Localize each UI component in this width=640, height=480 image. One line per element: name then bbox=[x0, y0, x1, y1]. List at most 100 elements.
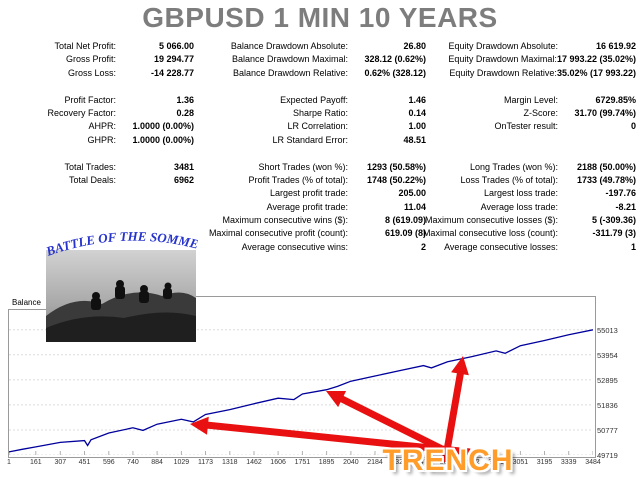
stat-value: 11.04 bbox=[403, 201, 426, 212]
stat-row: Balance Drawdown Absolute: 26.80 bbox=[198, 40, 426, 53]
stat-value: 1733 (49.78%) bbox=[576, 174, 636, 185]
balance-line bbox=[8, 329, 594, 453]
stat-value bbox=[558, 147, 636, 160]
photo-crater bbox=[46, 312, 196, 342]
somme-photo-image: BATTLE OF THE SOMME bbox=[43, 229, 201, 342]
stat-value: 35.02% (17 993.22) bbox=[556, 67, 636, 78]
stat-label: Maximal consecutive loss (count): bbox=[422, 228, 558, 239]
stat-value: 26.80 bbox=[403, 41, 426, 51]
stat-row: Average loss trade: -8.21 bbox=[420, 201, 636, 214]
x-axis-label: 1751 bbox=[294, 459, 311, 466]
x-axis-label: 1462 bbox=[246, 459, 262, 466]
x-axis-label: 3339 bbox=[560, 459, 577, 466]
stat-value: 0.62% (328.12) bbox=[364, 67, 426, 78]
stat-value: 205.00 bbox=[398, 188, 426, 199]
y-axis-label: 52895 bbox=[597, 375, 618, 385]
y-axis-label: 50777 bbox=[597, 425, 618, 435]
stat-label: Total Deals: bbox=[68, 174, 116, 185]
x-axis-label: 2328 bbox=[391, 459, 407, 466]
stats-column-right: Equity Drawdown Absolute: 16 619.92 Equity… bbox=[420, 40, 636, 254]
stat-value: 0 bbox=[630, 121, 636, 132]
stat-label: OnTester result: bbox=[494, 121, 558, 132]
stat-value: 16 619.92 bbox=[595, 41, 636, 51]
stat-value: 5 (-309.36) bbox=[591, 215, 636, 226]
stat-row: Largest profit trade: 205.00 bbox=[198, 187, 426, 200]
x-axis-labels: 1 161 307 451 596 740 884 1029 1173 1318 1462 1606 1… bbox=[7, 459, 601, 469]
stat-value: 1.00 bbox=[408, 121, 426, 132]
stat-row: Total Net Profit: 5 066.00 bbox=[6, 40, 194, 53]
stat-label bbox=[420, 80, 558, 93]
stat-value: 8 (619.09) bbox=[384, 215, 426, 226]
stat-value: 1293 (50.58%) bbox=[366, 161, 426, 172]
stat-row: Profit Trades (% of total): 1748 (50.22%) bbox=[198, 174, 426, 187]
stat-label: Largest loss trade: bbox=[483, 188, 558, 199]
stat-row bbox=[6, 201, 194, 214]
stat-row bbox=[420, 147, 636, 160]
stat-value bbox=[116, 187, 194, 200]
stat-row: Maximal consecutive profit (count): 619.0… bbox=[198, 227, 426, 240]
stat-row: Gross Profit: 19 294.77 bbox=[6, 53, 194, 66]
stat-label: Gross Profit: bbox=[65, 54, 116, 65]
x-axis-label: 1895 bbox=[318, 459, 335, 466]
x-axis-label: 884 bbox=[151, 459, 163, 466]
stat-value: 0.28 bbox=[176, 107, 194, 118]
y-axis-label: 55013 bbox=[597, 325, 618, 335]
stat-value: 6729.85% bbox=[595, 94, 636, 105]
stat-label: Maximal consecutive profit (count): bbox=[208, 228, 348, 239]
stat-row: Largest loss trade: -197.76 bbox=[420, 187, 636, 200]
x-axis-label: 2473 bbox=[415, 459, 432, 466]
stat-label bbox=[198, 147, 348, 160]
stat-value: 2 bbox=[420, 241, 426, 252]
x-axis-label: 1173 bbox=[197, 459, 214, 466]
x-axis-label: 451 bbox=[78, 459, 91, 466]
stat-row: Margin Level: 6729.85% bbox=[420, 94, 636, 107]
stat-label: Margin Level: bbox=[503, 94, 558, 105]
x-axis-label: 3195 bbox=[536, 459, 553, 466]
stat-row: Short Trades (won %): 1293 (50.58%) bbox=[198, 161, 426, 174]
x-axis-label: 307 bbox=[54, 459, 67, 466]
y-axis-label: 53954 bbox=[597, 350, 618, 360]
stat-row bbox=[420, 134, 636, 147]
stat-value: -8.21 bbox=[615, 201, 636, 212]
y-axis-label: 51836 bbox=[597, 400, 618, 410]
stat-row: Z-Score: 31.70 (99.74%) bbox=[420, 107, 636, 120]
stat-value bbox=[116, 147, 194, 160]
y-axis-label: 49719 bbox=[597, 451, 618, 460]
stat-row: Maximum consecutive wins ($): 8 (619.09) bbox=[198, 214, 426, 227]
stat-label: Recovery Factor: bbox=[47, 107, 116, 118]
stat-value: 1.0000 (0.00%) bbox=[132, 134, 194, 145]
stat-label: Equity Drawdown Maximal: bbox=[448, 54, 557, 65]
stat-label: Sharpe Ratio: bbox=[292, 107, 348, 118]
stat-value bbox=[116, 201, 194, 214]
stat-label: Z-Score: bbox=[523, 107, 558, 118]
stat-value: 6962 bbox=[173, 174, 194, 185]
stat-value: 2188 (50.00%) bbox=[576, 161, 636, 172]
stat-label: Total Net Profit: bbox=[54, 41, 116, 51]
stat-label: Profit Factor: bbox=[64, 94, 116, 105]
stat-row bbox=[6, 187, 194, 200]
stat-label: LR Standard Error: bbox=[272, 134, 348, 145]
soldier-silhouettes bbox=[91, 280, 172, 310]
trench-annotation: TRENCH bbox=[382, 444, 514, 477]
stat-row: Recovery Factor: 0.28 bbox=[6, 107, 194, 120]
stat-row: Average consecutive wins: 2 bbox=[198, 241, 426, 254]
stat-value: 19 294.77 bbox=[153, 54, 194, 65]
stat-row: Total Deals: 6962 bbox=[6, 174, 194, 187]
stat-value: 48.51 bbox=[403, 134, 426, 145]
stat-label: Long Trades (won %): bbox=[469, 161, 558, 172]
stat-label: Maximum consecutive losses ($): bbox=[424, 215, 558, 226]
stat-label bbox=[6, 201, 116, 214]
stat-value: 0.14 bbox=[408, 107, 426, 118]
stat-row: Equity Drawdown Maximal: 17 993.22 (35.02… bbox=[420, 53, 636, 66]
stat-label bbox=[420, 147, 558, 160]
stats-column-middle: Balance Drawdown Absolute: 26.80 Balance D… bbox=[198, 40, 426, 254]
stat-value: 3481 bbox=[173, 161, 194, 172]
stat-label bbox=[6, 187, 116, 200]
stat-label: Short Trades (won %): bbox=[258, 161, 348, 172]
stat-row: Long Trades (won %): 2188 (50.00%) bbox=[420, 161, 636, 174]
x-axis-label: 1606 bbox=[270, 459, 286, 466]
stat-label: Largest profit trade: bbox=[269, 188, 348, 199]
stat-row: Balance Drawdown Relative: 0.62% (328.12) bbox=[198, 67, 426, 80]
stat-row: Maximum consecutive losses ($): 5 (-309.3… bbox=[420, 214, 636, 227]
